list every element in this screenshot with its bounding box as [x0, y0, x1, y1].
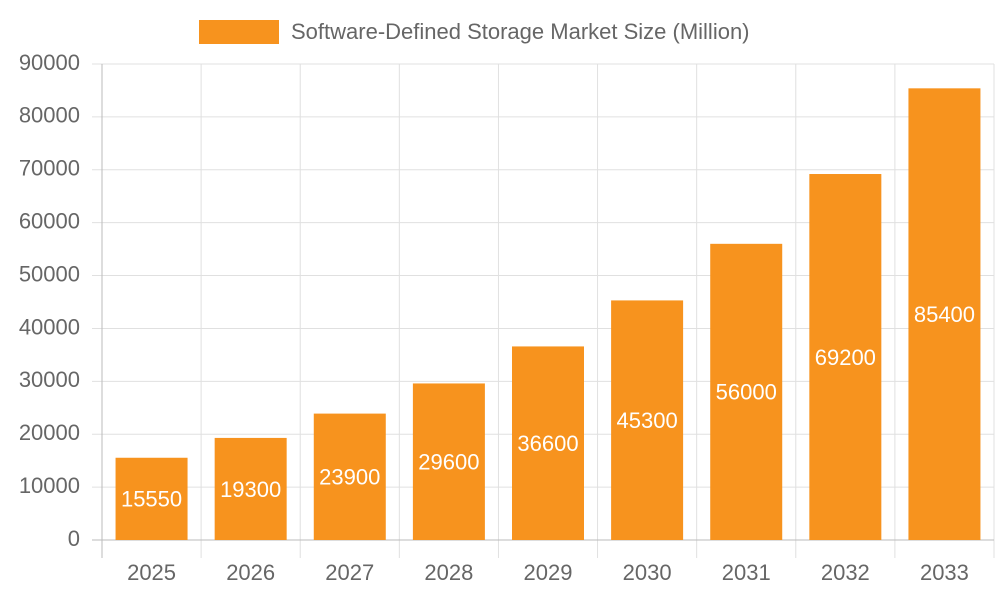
- bar: [412, 383, 485, 540]
- y-tick-label: 60000: [19, 208, 80, 233]
- y-tick-label: 50000: [19, 261, 80, 286]
- y-tick-label: 0: [68, 526, 80, 551]
- x-tick-label: 2027: [325, 560, 374, 585]
- bar: [313, 413, 386, 540]
- bar: [611, 300, 684, 540]
- y-tick-label: 20000: [19, 420, 80, 445]
- legend-swatch: [199, 20, 279, 44]
- y-tick-label: 40000: [19, 314, 80, 339]
- y-tick-label: 80000: [19, 103, 80, 128]
- bar: [908, 88, 981, 540]
- bar: [214, 437, 287, 540]
- legend-label: Software-Defined Storage Market Size (Mi…: [291, 19, 750, 44]
- x-tick-label: 2025: [127, 560, 176, 585]
- bar: [809, 174, 882, 540]
- bar: [710, 243, 783, 541]
- value-label: 85400: [914, 302, 975, 327]
- value-label: 36600: [517, 431, 578, 456]
- value-label: 15550: [121, 487, 182, 512]
- y-tick-label: 10000: [19, 473, 80, 498]
- value-label: 45300: [617, 408, 678, 433]
- bar: [115, 457, 188, 540]
- x-tick-label: 2026: [226, 560, 275, 585]
- x-tick-label: 2029: [524, 560, 573, 585]
- y-tick-label: 90000: [19, 50, 80, 75]
- x-tick-label: 2031: [722, 560, 771, 585]
- x-tick-label: 2033: [920, 560, 969, 585]
- value-label: 56000: [716, 380, 777, 405]
- value-label: 23900: [319, 465, 380, 490]
- value-label: 29600: [418, 450, 479, 475]
- x-tick-label: 2032: [821, 560, 870, 585]
- x-tick-label: 2028: [424, 560, 473, 585]
- y-tick-label: 70000: [19, 156, 80, 181]
- value-label: 69200: [815, 345, 876, 370]
- value-label: 19300: [220, 477, 281, 502]
- y-tick-label: 30000: [19, 367, 80, 392]
- x-tick-label: 2030: [623, 560, 672, 585]
- bar: [512, 346, 584, 540]
